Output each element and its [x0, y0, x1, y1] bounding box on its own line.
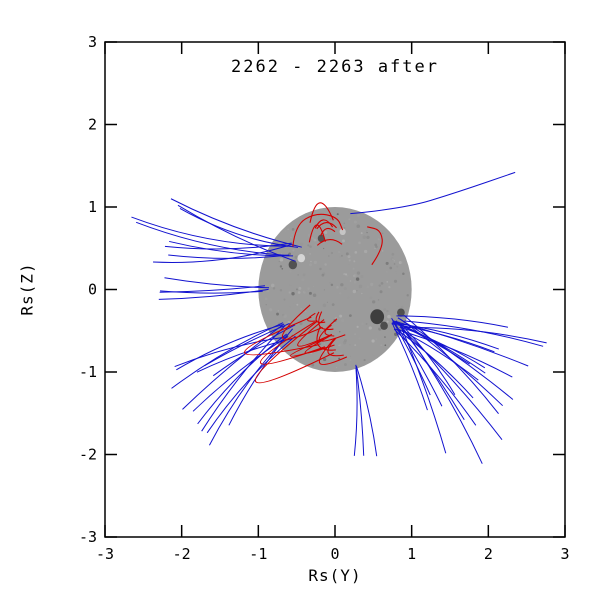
y-tick-label: 3 — [88, 33, 97, 51]
open-field-line — [201, 325, 286, 432]
closed-field-loop — [309, 202, 334, 223]
open-field-line — [396, 315, 509, 328]
open-field-line — [401, 328, 503, 440]
x-tick-label: 3 — [560, 545, 569, 563]
closed-field-loop — [259, 321, 326, 365]
y-tick-label: -1 — [79, 363, 97, 381]
closed-field-loop — [297, 319, 333, 347]
y-tick-label: 2 — [88, 116, 97, 134]
open-field-line — [212, 324, 296, 377]
plot-title: 2262 - 2263 after — [231, 57, 439, 77]
y-tick-label: -3 — [79, 528, 97, 546]
x-tick-label: -1 — [249, 545, 267, 563]
open-field-line — [398, 321, 483, 464]
closed-field-loop — [255, 321, 335, 384]
open-field-line — [182, 323, 285, 410]
x-tick-label: 2 — [484, 545, 493, 563]
open-field-line — [350, 171, 516, 215]
open-field-line — [399, 324, 447, 454]
open-field-line — [171, 322, 284, 389]
closed-field-loop — [320, 227, 336, 236]
closed-field-loop — [324, 324, 335, 337]
open-field-line — [395, 328, 513, 378]
open-field-line — [159, 285, 266, 293]
closed-field-loop — [318, 337, 348, 366]
x-tick-label: -2 — [173, 545, 191, 563]
open-field-line — [153, 244, 292, 263]
open-field-line — [164, 277, 270, 289]
closed-field-loop — [316, 326, 336, 351]
closed-field-loop — [318, 311, 334, 331]
x-tick-label: 0 — [330, 545, 339, 563]
open-field-line — [204, 322, 290, 367]
solar-disk — [258, 207, 412, 372]
closed-field-loop — [316, 221, 337, 230]
closed-field-loop — [307, 312, 318, 322]
y-axis-label: Rs(Z) — [17, 262, 37, 316]
open-field-line — [179, 207, 299, 248]
open-field-line — [391, 317, 443, 407]
open-field-line — [192, 336, 288, 412]
closed-field-lines — [244, 202, 383, 384]
closed-field-loop — [244, 316, 319, 356]
open-field-line — [355, 364, 365, 456]
open-field-line — [164, 242, 292, 250]
open-field-line — [399, 327, 547, 344]
closed-field-loop — [281, 304, 323, 340]
open-field-line — [398, 328, 479, 381]
closed-field-loop — [315, 311, 326, 324]
open-field-line — [396, 329, 474, 399]
x-tick-labels: -3 -2 -1 0 1 2 3 — [96, 545, 570, 563]
open-field-line — [208, 337, 287, 446]
open-field-line — [197, 333, 287, 425]
open-field-line — [158, 288, 269, 300]
closed-field-loop — [316, 239, 343, 246]
open-field-line — [206, 335, 296, 434]
open-field-lines — [131, 171, 547, 464]
disk-speckles — [264, 213, 409, 369]
open-field-line — [404, 320, 544, 347]
y-tick-label: 1 — [88, 198, 97, 216]
x-axis-label: Rs(Y) — [308, 566, 362, 585]
closed-field-loop — [314, 219, 334, 229]
y-tick-label: 0 — [88, 281, 97, 299]
closed-field-loop — [367, 226, 383, 266]
open-field-line — [392, 320, 431, 396]
open-field-line — [353, 367, 358, 456]
open-field-line — [174, 336, 287, 368]
open-field-line — [135, 221, 289, 256]
open-field-line — [391, 322, 499, 350]
closed-field-loop — [292, 213, 344, 247]
sun-sphere — [258, 207, 412, 372]
x-tick-label: 1 — [407, 545, 416, 563]
y-tick-labels: -3 -2 -1 0 1 2 3 — [79, 33, 97, 546]
open-field-line — [355, 365, 378, 457]
x-tick-label: -3 — [96, 545, 114, 563]
open-field-line — [391, 323, 495, 353]
closed-field-loop — [327, 337, 344, 357]
y-tick-label: -2 — [79, 446, 97, 464]
y-ticks — [105, 41, 565, 538]
x-ticks — [104, 42, 566, 537]
open-field-line — [393, 328, 477, 426]
